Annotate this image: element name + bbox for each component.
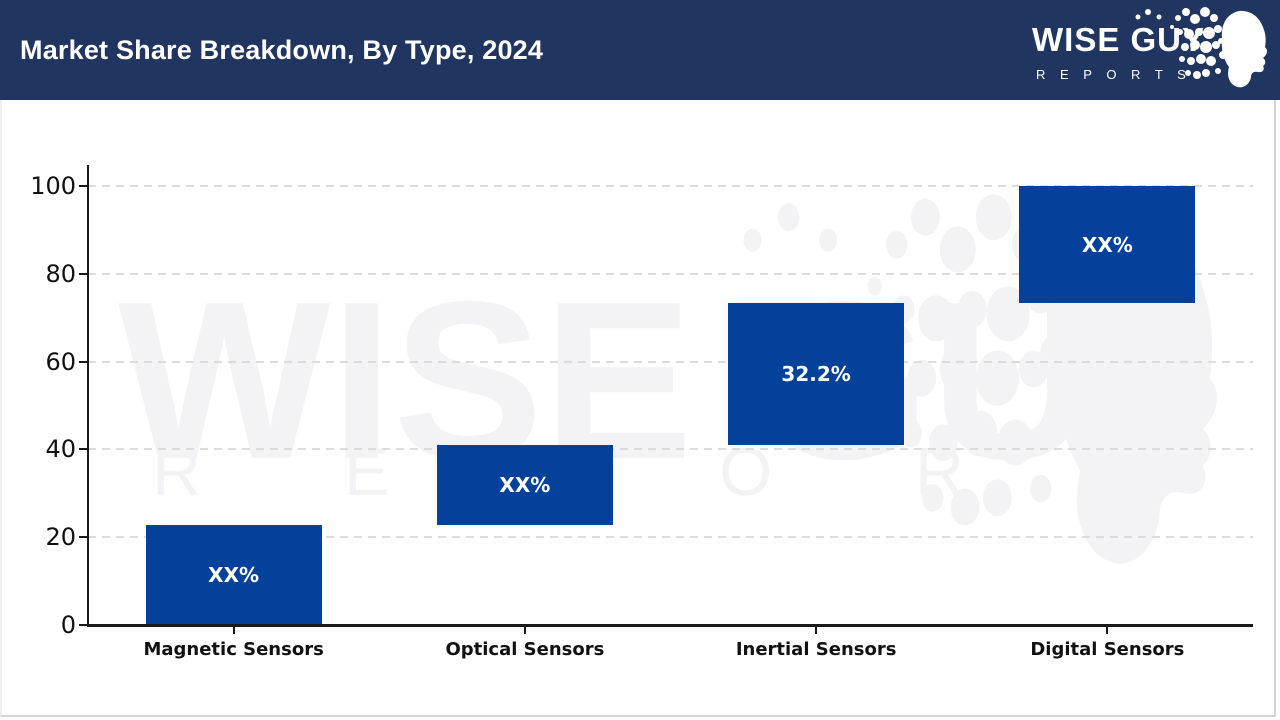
- logo-brand-text: WISE GUY: [1032, 21, 1205, 58]
- x-tick-mark: [523, 627, 526, 634]
- header-bar: Market Share Breakdown, By Type, 2024 WI…: [0, 0, 1280, 100]
- x-tick-mark: [232, 627, 235, 634]
- y-tick-label: 20: [45, 523, 76, 552]
- gridline: [88, 448, 1253, 451]
- y-tick-label: 0: [60, 611, 76, 639]
- x-category-label: Optical Sensors: [445, 639, 605, 660]
- x-category-label: Inertial Sensors: [735, 639, 897, 660]
- y-tick-label: 100: [30, 172, 76, 200]
- y-tick-label: 40: [45, 435, 76, 464]
- y-tick-mark: [79, 272, 88, 275]
- y-tick-mark: [79, 185, 88, 187]
- bar-value-label: XX%: [1081, 232, 1133, 257]
- logo-reports-text: R E P O R T S: [1036, 67, 1191, 82]
- x-axis-line: [87, 624, 1253, 627]
- wiseguy-logo: WISE GUY R E P O R T S: [1032, 7, 1268, 88]
- y-axis-line: [87, 165, 89, 627]
- bar: XX%: [1019, 186, 1196, 304]
- x-tick-mark: [1106, 627, 1109, 634]
- x-category-label: Digital Sensors: [1030, 639, 1185, 660]
- x-category-label: Magnetic Sensors: [143, 639, 324, 660]
- bar-value-label: 32.2%: [781, 361, 851, 386]
- y-tick-mark: [79, 536, 88, 539]
- y-tick-mark: [79, 624, 88, 626]
- gridline: [88, 536, 1253, 539]
- page-title: Market Share Breakdown, By Type, 2024: [20, 34, 544, 65]
- bar: XX%: [436, 444, 613, 525]
- gridline: [88, 360, 1253, 363]
- gridline: [88, 185, 1253, 187]
- y-tick-mark: [79, 448, 88, 451]
- y-tick-label: 80: [45, 259, 76, 288]
- bar-value-label: XX%: [208, 562, 260, 587]
- x-tick-mark: [815, 627, 818, 634]
- y-tick-label: 60: [45, 347, 76, 376]
- bar-value-label: XX%: [499, 472, 551, 497]
- y-tick-mark: [79, 360, 88, 363]
- gridline: [88, 272, 1253, 275]
- bar: XX%: [145, 524, 322, 625]
- bar: 32.2%: [728, 303, 905, 445]
